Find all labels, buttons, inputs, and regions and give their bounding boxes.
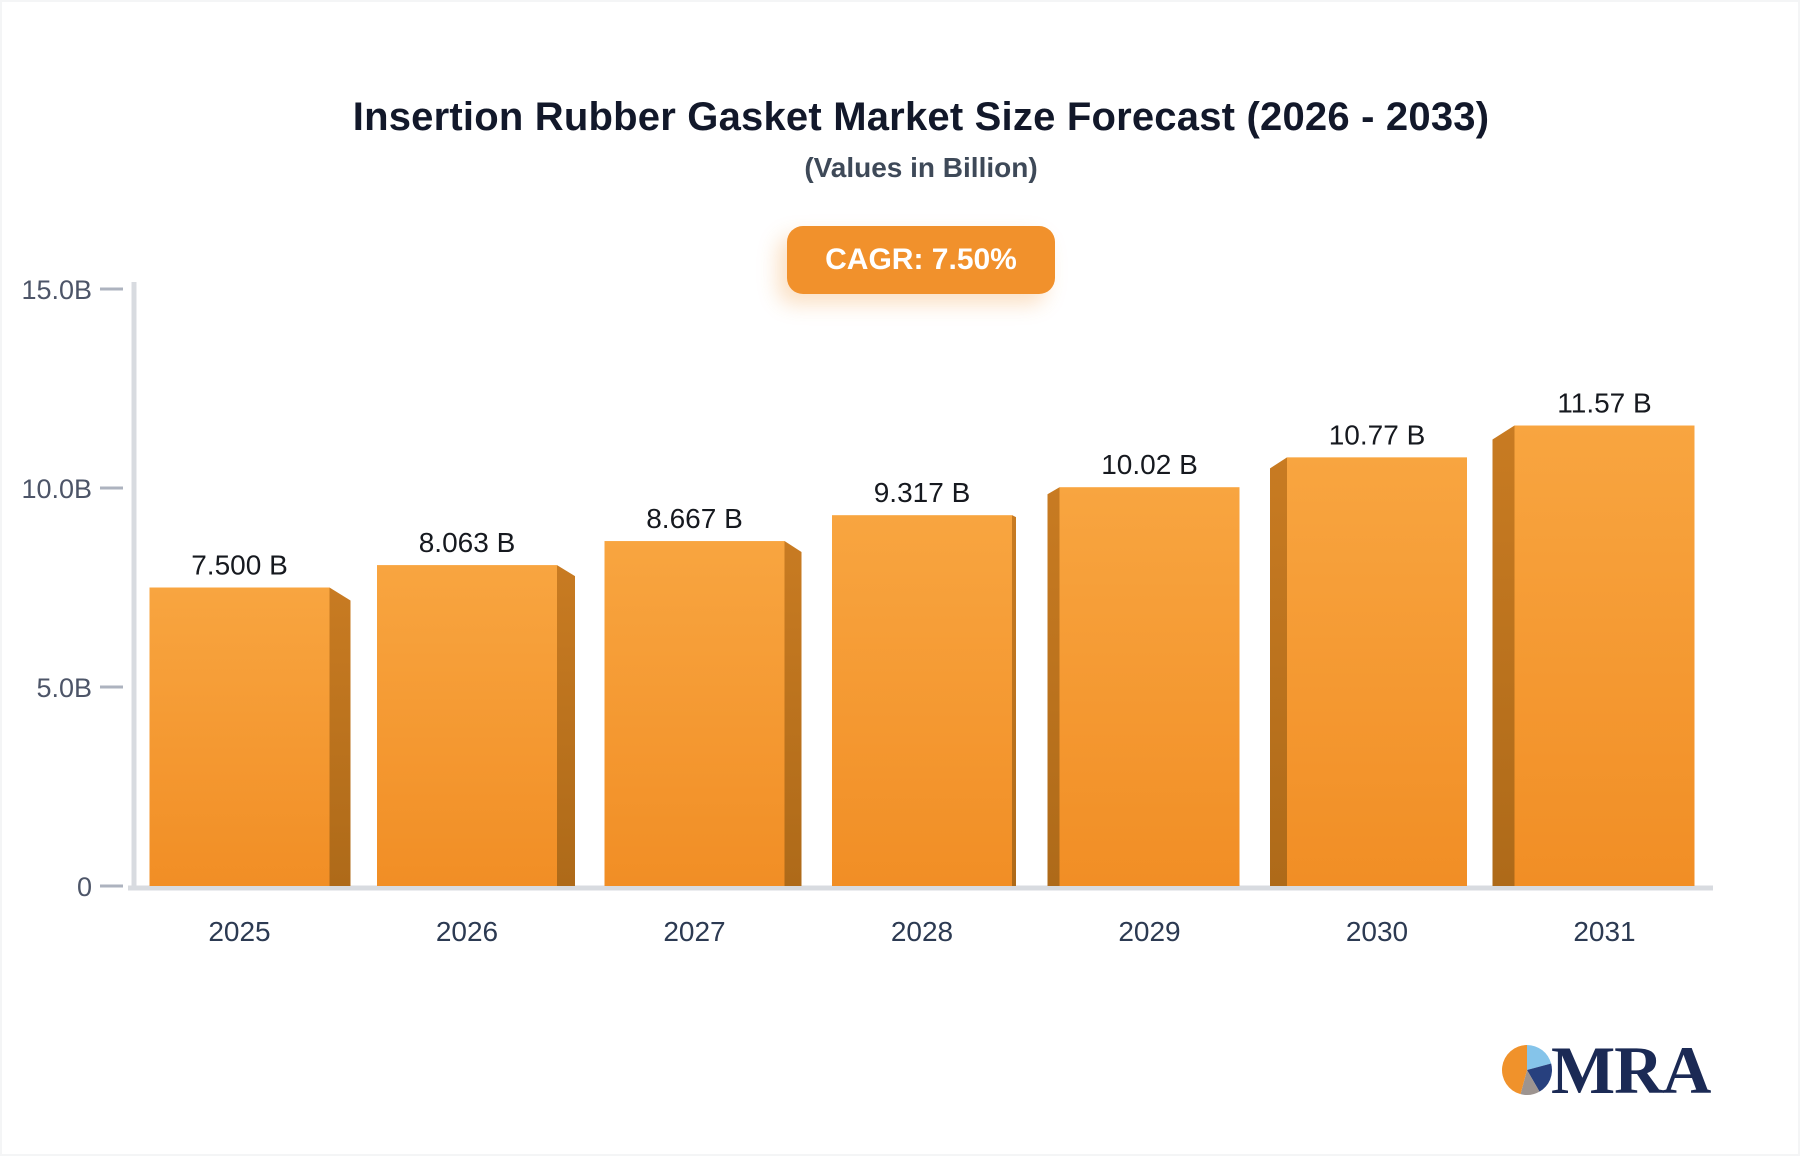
cagr-badge: CAGR: 7.50% bbox=[787, 226, 1055, 294]
y-tick-label: 0 bbox=[77, 872, 92, 902]
chart-title: Insertion Rubber Gasket Market Size Fore… bbox=[352, 95, 1490, 139]
x-tick-label: 2025 bbox=[208, 916, 270, 947]
bar-value-label: 7.500 B bbox=[191, 550, 288, 581]
bar-value-label: 11.57 B bbox=[1557, 388, 1651, 419]
bar-side-face bbox=[557, 565, 575, 886]
x-tick-label: 2027 bbox=[663, 916, 725, 947]
pie-chart-icon bbox=[1502, 1045, 1552, 1095]
bar bbox=[149, 587, 330, 886]
bar-side-face bbox=[1012, 515, 1016, 886]
slice-navy bbox=[1527, 1063, 1552, 1092]
bar-side-face bbox=[329, 587, 351, 886]
y-tick-label: 10.0B bbox=[21, 474, 92, 504]
bar-value-label: 10.77 B bbox=[1329, 419, 1426, 450]
chart-root: 15.0B 10.0B 5.0B 0 7.500 B 2025 8.063 B 2026 8.6… bbox=[21, 275, 1713, 947]
slice-light-blue bbox=[1527, 1045, 1552, 1070]
x-tick-label: 2030 bbox=[1346, 916, 1408, 947]
x-tick-label: 2026 bbox=[436, 916, 498, 947]
y-tick-label: 15.0B bbox=[21, 275, 92, 305]
bar bbox=[1287, 457, 1467, 886]
brand-text: MRA bbox=[1551, 1032, 1711, 1108]
bar bbox=[604, 541, 785, 886]
x-tick-label: 2029 bbox=[1118, 916, 1180, 947]
bar bbox=[832, 515, 1012, 886]
x-tick-label: 2031 bbox=[1573, 916, 1635, 947]
bar-side-face bbox=[1492, 425, 1515, 886]
bar-value-label: 8.667 B bbox=[646, 503, 743, 534]
slice-orange bbox=[1502, 1045, 1527, 1095]
chart-subtitle: (Values in Billion) bbox=[804, 152, 1038, 183]
bar-value-label: 9.317 B bbox=[874, 477, 971, 508]
slice-gray bbox=[1520, 1070, 1540, 1095]
y-tick-label: 5.0B bbox=[36, 673, 92, 703]
chart-header: Insertion Rubber Gasket Market Size Fore… bbox=[42, 0, 1800, 294]
bar-value-label: 10.02 B bbox=[1101, 449, 1198, 480]
bar-side-face bbox=[784, 541, 802, 886]
bar-value-label: 8.063 B bbox=[419, 527, 516, 558]
bar bbox=[1059, 487, 1240, 886]
bar-side-face bbox=[1047, 487, 1060, 886]
brand-logo: MRA bbox=[1500, 1032, 1711, 1108]
x-tick-label: 2028 bbox=[891, 916, 953, 947]
bar bbox=[1514, 425, 1695, 886]
bar-side-face bbox=[1270, 457, 1287, 886]
bar bbox=[377, 565, 557, 886]
